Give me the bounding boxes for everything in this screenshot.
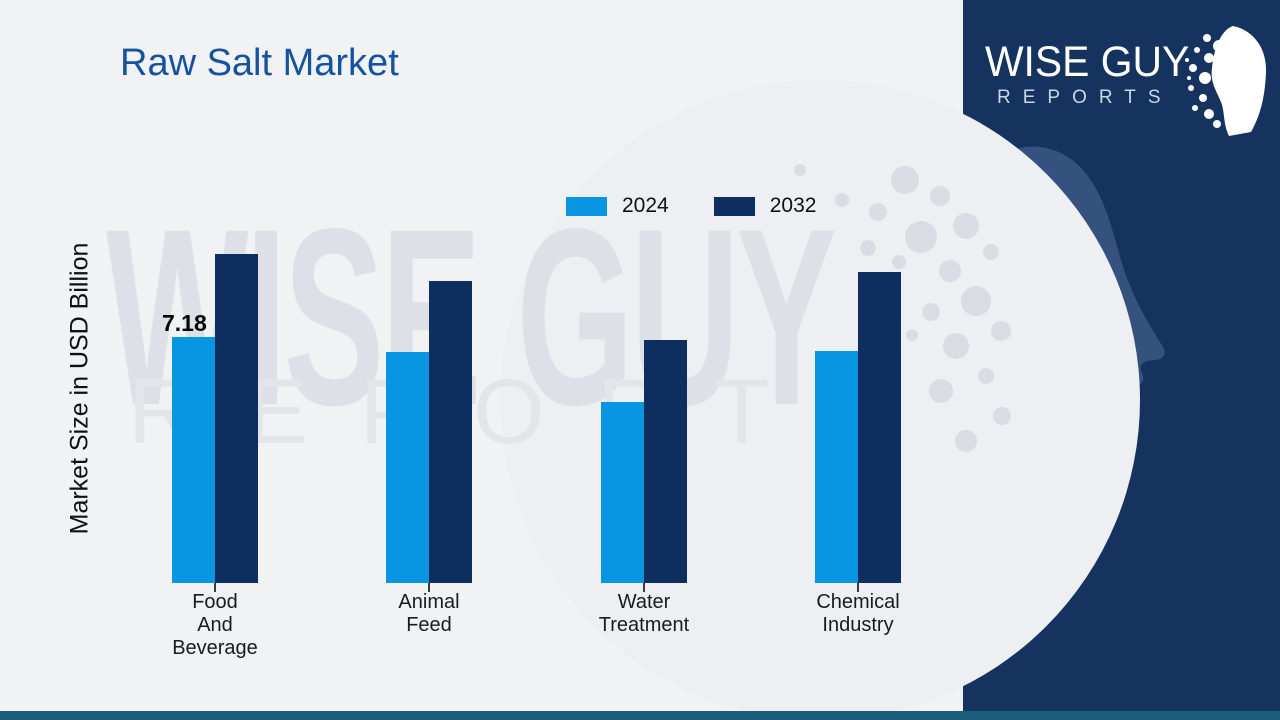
bar-2032-water-treatment <box>644 340 687 583</box>
face-profile-dots-icon <box>1185 26 1267 136</box>
category-label-water-treatment: Water Treatment <box>598 591 690 636</box>
page-title: Raw Salt Market <box>120 42 399 84</box>
x-axis-tick <box>428 583 430 592</box>
bar-2032-animal-feed <box>429 281 472 583</box>
legend-item-2032: 2032 <box>713 194 817 218</box>
bar-2024-water-treatment <box>601 402 644 583</box>
footer-accent-bar <box>0 711 1280 720</box>
brand-subtitle: REPORTS <box>997 87 1173 109</box>
category-label-animal-feed: Animal Feed <box>398 591 460 636</box>
category-label-chemical-industry: Chemical Industry <box>816 591 900 636</box>
x-axis-tick <box>214 583 216 592</box>
legend-item-2024: 2024 <box>566 194 669 218</box>
bar-2024-animal-feed <box>386 352 429 583</box>
bar-2024-chemical-industry <box>815 351 858 583</box>
brand-logo: WISE GUY REPORTS <box>985 38 1200 109</box>
legend-label: 2024 <box>622 194 669 217</box>
chart-legend: 2024 2032 <box>566 194 816 218</box>
brand-name: WISE GUY <box>985 38 1190 86</box>
bar-2024-food-and-beverage <box>172 337 215 583</box>
y-axis-label: Market Size in USD Billion <box>65 242 94 534</box>
legend-swatch <box>566 196 607 216</box>
bar-2032-food-and-beverage <box>215 254 258 583</box>
bar-2032-chemical-industry <box>858 272 901 583</box>
legend-label: 2032 <box>769 194 817 217</box>
y-axis-label-wrap: Market Size in USD Billion <box>36 178 124 598</box>
legend-swatch <box>713 196 755 216</box>
bar-value-label: 7.18 <box>162 310 207 336</box>
category-label-food-and-beverage: Food And Beverage <box>172 591 258 659</box>
